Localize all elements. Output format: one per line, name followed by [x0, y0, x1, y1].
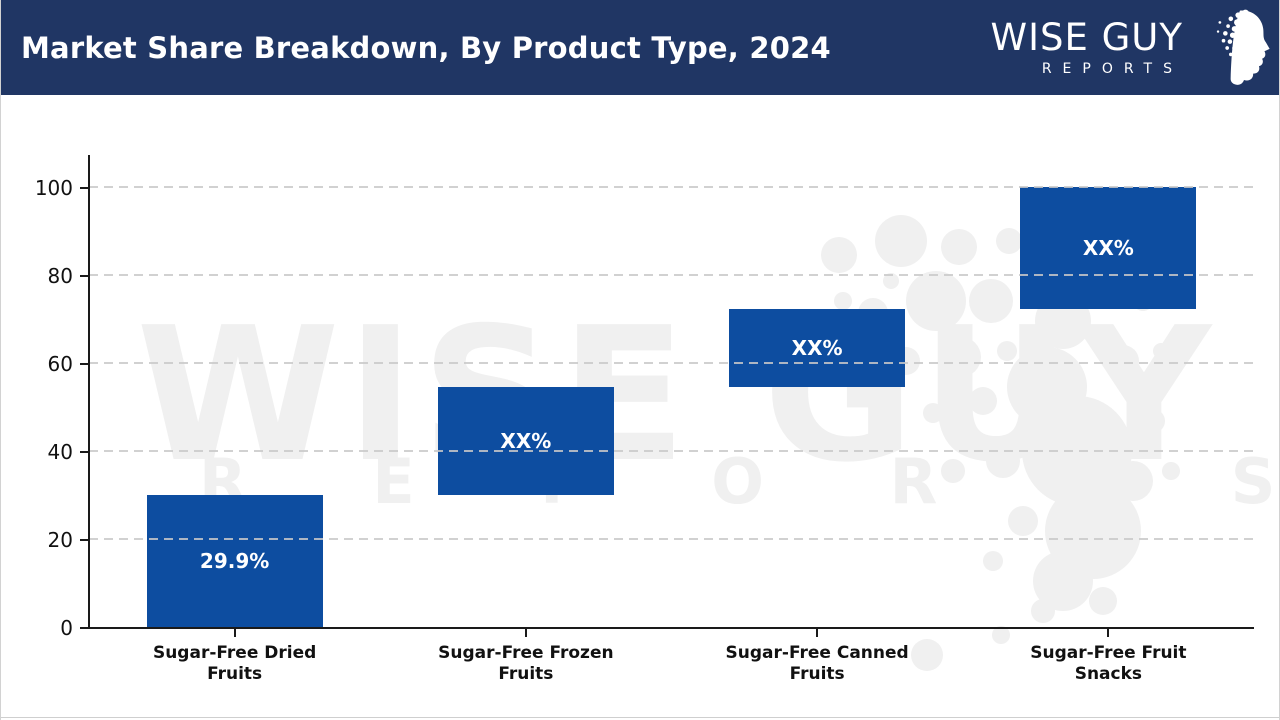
chart-area: WISE GUY R E P O R T S 0 20 40 60 80 100 29.9%…: [1, 95, 1279, 720]
bar-value-label: XX%: [1082, 235, 1134, 260]
y-tick-label: 80: [47, 264, 73, 288]
header-bar: Market Share Breakdown, By Product Type,…: [1, 0, 1279, 95]
category-label: Sugar-Free Canned Fruits: [725, 643, 909, 684]
x-tick-mark: [816, 629, 819, 637]
x-axis-line: [88, 627, 1254, 629]
x-tick-mark: [1107, 629, 1110, 637]
bar-value-label: XX%: [500, 429, 552, 454]
gridline: [89, 362, 1254, 364]
category-label: Sugar-Free Frozen Fruits: [438, 643, 614, 684]
y-tick-label: 40: [47, 440, 73, 464]
logo-name-text: WISE GUY: [990, 16, 1183, 59]
bar-value-label: XX%: [791, 335, 843, 360]
gridline: [89, 186, 1254, 188]
bar: 29.9%: [146, 495, 323, 627]
logo-sub-text: REPORTS: [1041, 61, 1183, 77]
y-tick-label: 0: [60, 616, 73, 640]
category-label: Sugar-Free Dried Fruits: [152, 643, 317, 684]
plot-region: 0 20 40 60 80 100 29.9% Sugar-Free Dried Fruits…: [1, 95, 1279, 720]
y-axis-spine: [88, 155, 90, 629]
y-tick-mark: [80, 275, 88, 277]
y-tick-label: 20: [47, 528, 73, 552]
frame-bottom-line: [1, 717, 1279, 718]
x-tick-mark: [233, 629, 236, 637]
page-title: Market Share Breakdown, By Product Type,…: [21, 30, 831, 65]
y-tick-mark: [80, 627, 88, 629]
y-tick-mark: [80, 363, 88, 365]
x-tick-mark: [524, 629, 527, 637]
category-label: Sugar-Free Fruit Snacks: [1030, 643, 1187, 684]
watermark-dotted-head: [821, 215, 1180, 671]
bar: XX%: [1020, 187, 1197, 309]
y-tick-label: 100: [34, 176, 73, 200]
wise-guy-logo: WISE GUY REPORTS: [991, 5, 1271, 90]
y-tick-mark: [80, 187, 88, 189]
y-tick-label: 60: [47, 352, 73, 376]
gridline: [89, 450, 1254, 452]
bar: XX%: [729, 308, 906, 387]
y-tick-mark: [80, 451, 88, 453]
bar-value-label: 29.9%: [199, 549, 270, 574]
gridline: [89, 274, 1254, 276]
bar: XX%: [437, 386, 614, 496]
logo-wordmark: WISE GUY REPORTS: [990, 16, 1183, 78]
gridline: [89, 538, 1254, 540]
dotted-head-icon: [1216, 9, 1270, 85]
y-tick-mark: [80, 539, 88, 541]
